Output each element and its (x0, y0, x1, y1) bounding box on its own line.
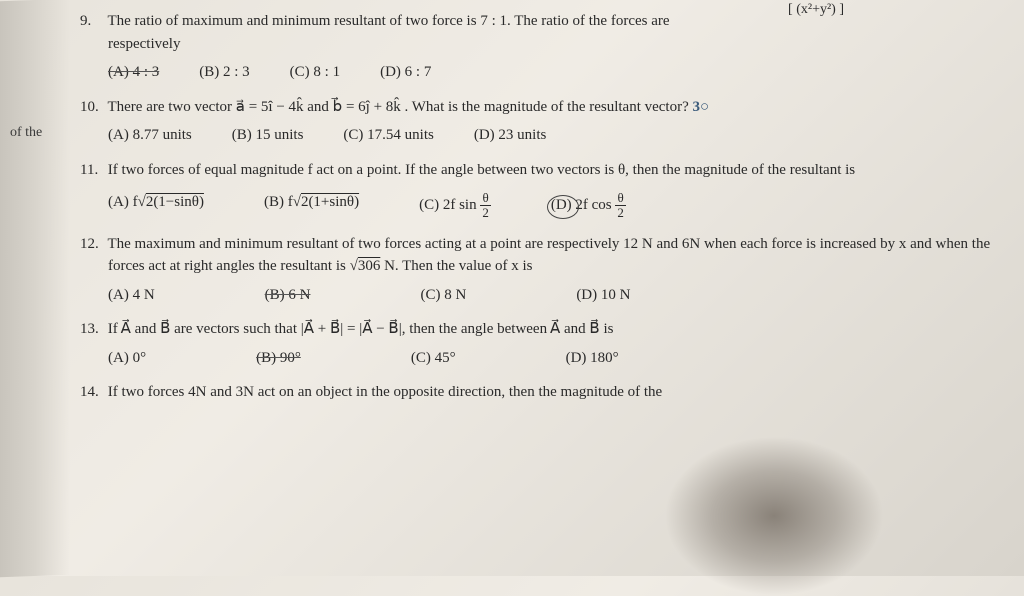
q10-option-a: (A) 8.77 units (108, 124, 192, 147)
question-14: 14. If two forces 4N and 3N act on an ob… (80, 381, 994, 404)
q10-pencil-answer: 3○ (693, 99, 710, 115)
q9-option-c: (C) 8 : 1 (290, 61, 340, 84)
q13-option-b: (B) 90° (256, 347, 301, 370)
q11-option-a: (A) f√2(1−sinθ) (108, 191, 204, 221)
formula-fragment: [ (x²+y²) ] (788, 2, 844, 18)
q13-body: If A⃗ and B⃗ are vectors such that |A⃗ +… (108, 321, 614, 337)
q13-option-d: (D) 180° (566, 347, 619, 370)
q13-option-c: (C) 45° (411, 347, 456, 370)
q9-option-a: (A) 4 : 3 (108, 61, 159, 84)
q10-option-c: (C) 17.54 units (343, 124, 433, 147)
q14-text: 14. If two forces 4N and 3N act on an ob… (108, 381, 994, 404)
q11-num: 11. (80, 159, 104, 182)
q13-option-a: (A) 0° (108, 347, 146, 370)
margin-of-the: of the (10, 125, 42, 141)
question-10: 10. There are two vector a⃗ = 5î − 4k̂ a… (80, 96, 994, 147)
q12-option-a: (A) 4 N (108, 284, 155, 307)
q9-text: 9. The ratio of maximum and minimum resu… (108, 10, 994, 55)
question-12: 12. The maximum and minimum resultant of… (80, 233, 994, 307)
q11-d-pre: (D) 2f cos (551, 197, 612, 213)
q12-body2: N. Then the value of x is (384, 258, 532, 274)
q11-a-sqrt: 2(1−sinθ) (146, 194, 204, 210)
q12-sqrt: 306 (358, 258, 381, 274)
q10-num: 10. (80, 96, 104, 119)
page-curl-decoration (0, 0, 70, 577)
question-9: 9. The ratio of maximum and minimum resu… (80, 10, 994, 84)
q10-body: There are two vector a⃗ = 5î − 4k̂ and b… (107, 99, 688, 115)
q11-c-den: 2 (480, 206, 491, 220)
q13-num: 13. (80, 318, 104, 341)
question-11: 11. If two forces of equal magnitude f a… (80, 159, 994, 221)
q11-d-num: θ (615, 191, 626, 206)
q10-text: 10. There are two vector a⃗ = 5î − 4k̂ a… (108, 96, 994, 119)
q11-option-b: (B) f√2(1+sinθ) (264, 191, 359, 221)
q9-option-b: (B) 2 : 3 (199, 61, 249, 84)
q11-option-d: (D) 2f cos θ2 (551, 191, 626, 221)
q12-text: 12. The maximum and minimum resultant of… (108, 233, 994, 278)
q11-b-pre: (B) f (264, 194, 293, 210)
q9-body1: The ratio of maximum and minimum resulta… (107, 13, 669, 29)
q11-a-pre: (A) f (108, 194, 138, 210)
q12-option-d: (D) 10 N (576, 284, 630, 307)
q12-num: 12. (80, 233, 104, 256)
q11-d-den: 2 (615, 206, 626, 220)
q10-option-b: (B) 15 units (232, 124, 304, 147)
q12-body1: The maximum and minimum resultant of two… (107, 236, 990, 275)
q9-option-d: (D) 6 : 7 (380, 61, 431, 84)
q11-text: 11. If two forces of equal magnitude f a… (108, 159, 994, 182)
q11-b-sqrt: 2(1+sinθ) (301, 194, 359, 210)
q11-c-num: θ (480, 191, 491, 206)
q11-body: If two forces of equal magnitude f act o… (108, 162, 855, 178)
q9-num: 9. (80, 10, 104, 33)
q12-option-c: (C) 8 N (420, 284, 466, 307)
thumb-shadow-decoration (664, 436, 884, 596)
question-13: 13. If A⃗ and B⃗ are vectors such that |… (80, 318, 994, 369)
q14-body: If two forces 4N and 3N act on an object… (108, 384, 662, 400)
q10-option-d: (D) 23 units (474, 124, 547, 147)
q13-text: 13. If A⃗ and B⃗ are vectors such that |… (108, 318, 994, 341)
q14-num: 14. (80, 381, 104, 404)
q11-c-pre: (C) 2f sin (419, 197, 477, 213)
q11-option-c: (C) 2f sin θ2 (419, 191, 491, 221)
q9-body2: respectively (108, 36, 180, 52)
q12-option-b: (B) 6 N (265, 284, 311, 307)
